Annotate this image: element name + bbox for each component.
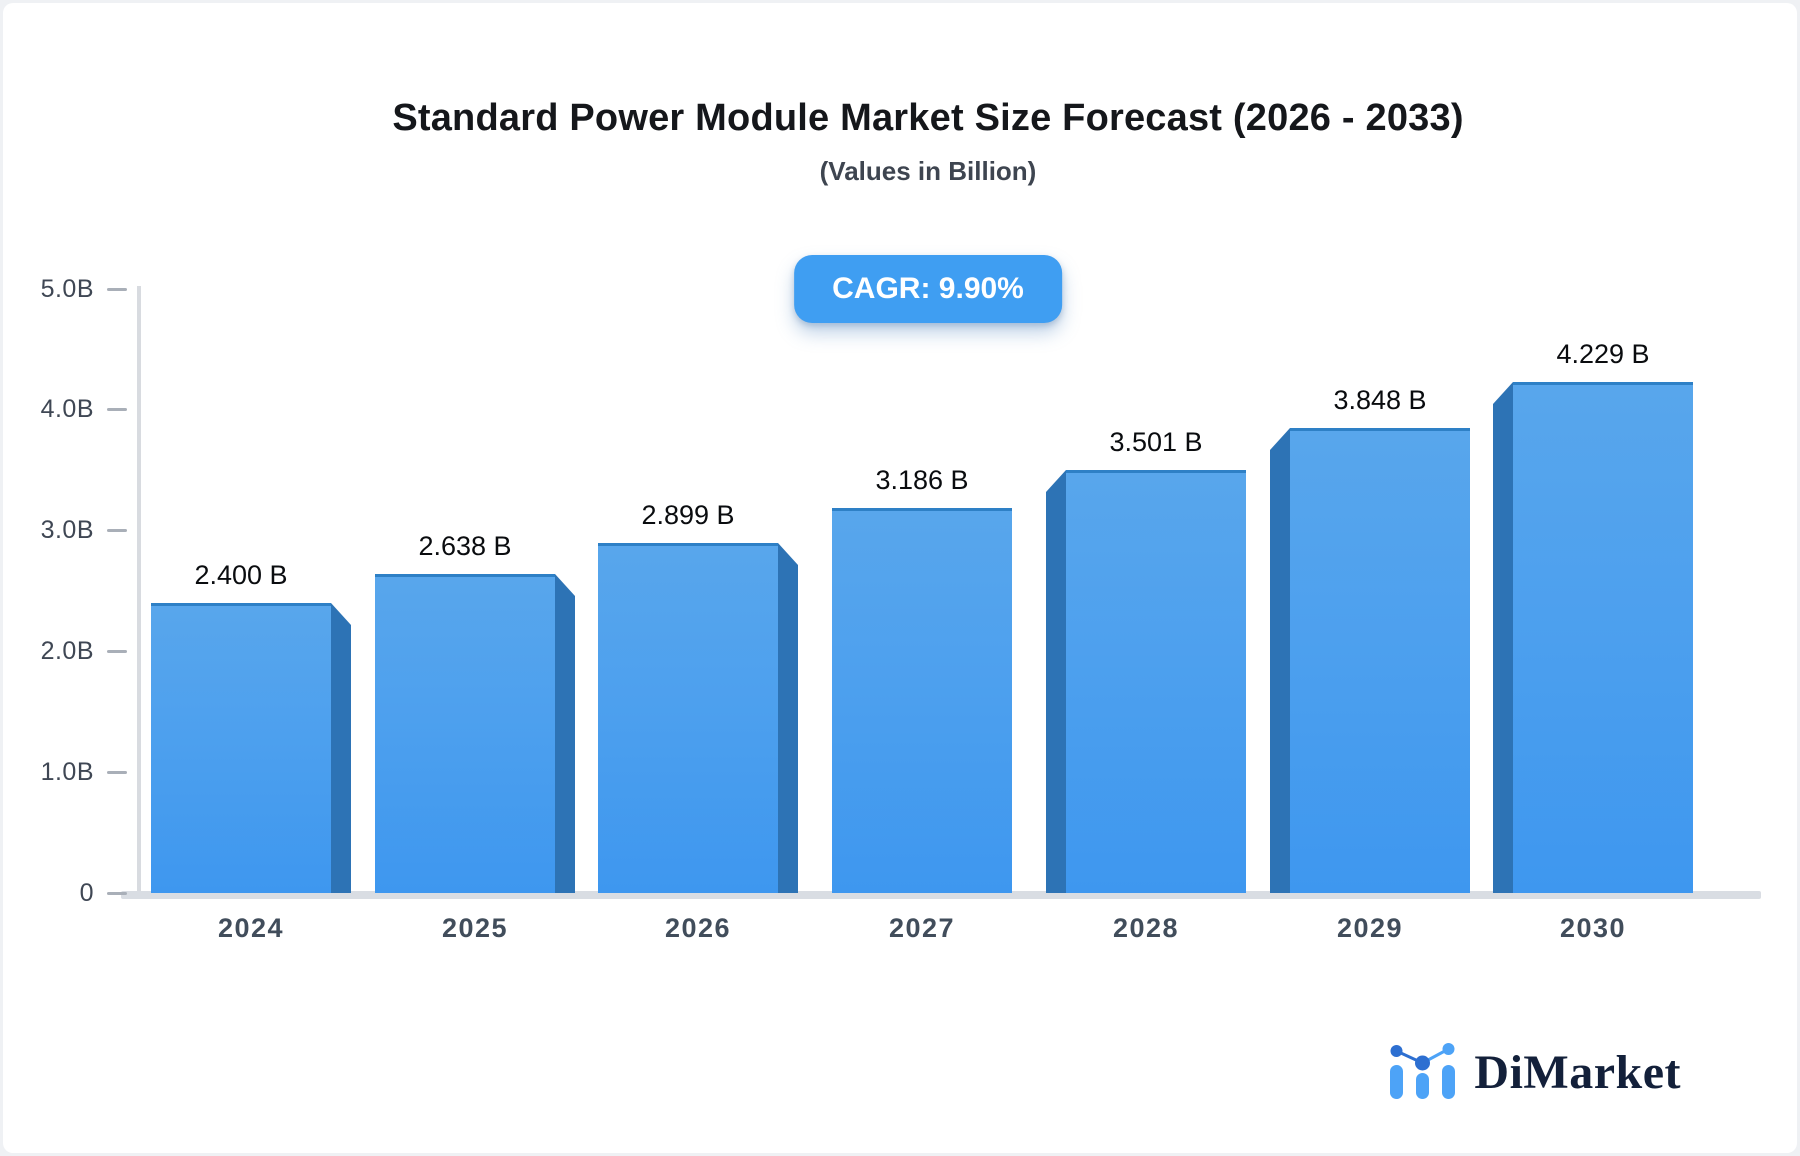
bar-2025[interactable] [375,574,575,893]
chart-title: Standard Power Module Market Size Foreca… [392,97,1464,139]
y-tick-label: 3.0B [40,516,94,545]
bar-2027[interactable] [832,508,1012,893]
y-tick-mark [107,891,127,895]
bar-value-label: 2.899 B [641,500,735,530]
bar-2030[interactable] [1493,382,1693,893]
bar-2029[interactable] [1270,428,1470,893]
bar-value-label: 3.186 B [875,465,969,495]
bar-3d-side [1493,382,1513,893]
bar-value-label: 4.229 B [1556,339,1650,369]
y-tick-label: 1.0B [40,757,94,786]
y-tick-label: 0 [79,878,94,907]
y-tick-label: 4.0B [40,395,94,424]
bar-3d-side [331,603,351,893]
y-tick-mark [107,529,127,533]
y-tick-4.0B: 4.0B [3,395,127,425]
bar-face [832,508,1012,893]
bar-value-label: 2.400 B [194,560,288,590]
bar-3d-side [1046,470,1066,893]
chart-subtitle: (Values in Billion) [819,156,1037,186]
bar-face [1513,382,1693,893]
x-tick-label-2027: 2027 [888,913,956,943]
dimarket-logo: DiMarket [1386,1043,1681,1101]
y-tick-0: 0 [3,878,127,908]
y-tick-3.0B: 3.0B [3,516,127,546]
x-tick-label-2029: 2029 [1336,913,1404,943]
y-axis-line [137,286,141,896]
y-tick-1.0B: 1.0B [3,757,127,787]
y-tick-mark [107,770,127,774]
y-tick-label: 5.0B [40,274,94,303]
x-tick-label-2026: 2026 [664,913,732,943]
bar-2024[interactable] [151,603,351,893]
bar-2026[interactable] [598,543,798,893]
y-tick-mark [107,287,127,291]
cagr-badge: CAGR: 9.90% [794,255,1062,323]
x-tick-label-2025: 2025 [441,913,509,943]
bar-chart-plot: 5.0B 4.0B 3.0B 2.0B 1.0B 0 2.400 B 2.638 B 2.89… [3,3,1797,1153]
bar-face [375,574,555,893]
y-tick-mark [107,649,127,653]
x-tick-label-2030: 2030 [1559,913,1627,943]
y-tick-mark [107,408,127,412]
bar-value-label: 3.501 B [1109,427,1203,457]
bar-face [1066,470,1246,893]
chart-header: Standard Power Module Market Size Foreca… [392,97,1463,187]
y-tick-label: 2.0B [40,636,94,665]
bar-2028[interactable] [1046,470,1246,893]
bar-3d-side [555,574,575,893]
x-axis-baseline [121,891,1761,899]
dimarket-logo-icon [1390,1043,1456,1099]
bar-face [598,543,778,893]
bar-face [1290,428,1470,893]
bar-value-label: 2.638 B [418,531,512,561]
bar-value-label: 3.848 B [1333,385,1427,415]
bar-3d-side [778,543,798,893]
bar-3d-side [1270,428,1290,893]
x-tick-label-2028: 2028 [1112,913,1180,943]
x-tick-label-2024: 2024 [217,913,285,943]
chart-card: Standard Power Module Market Size Foreca… [3,3,1797,1153]
y-tick-5.0B: 5.0B [3,274,127,304]
bar-face [151,603,331,893]
dimarket-logo-text: DiMarket [1474,1045,1681,1099]
y-tick-2.0B: 2.0B [3,636,127,666]
